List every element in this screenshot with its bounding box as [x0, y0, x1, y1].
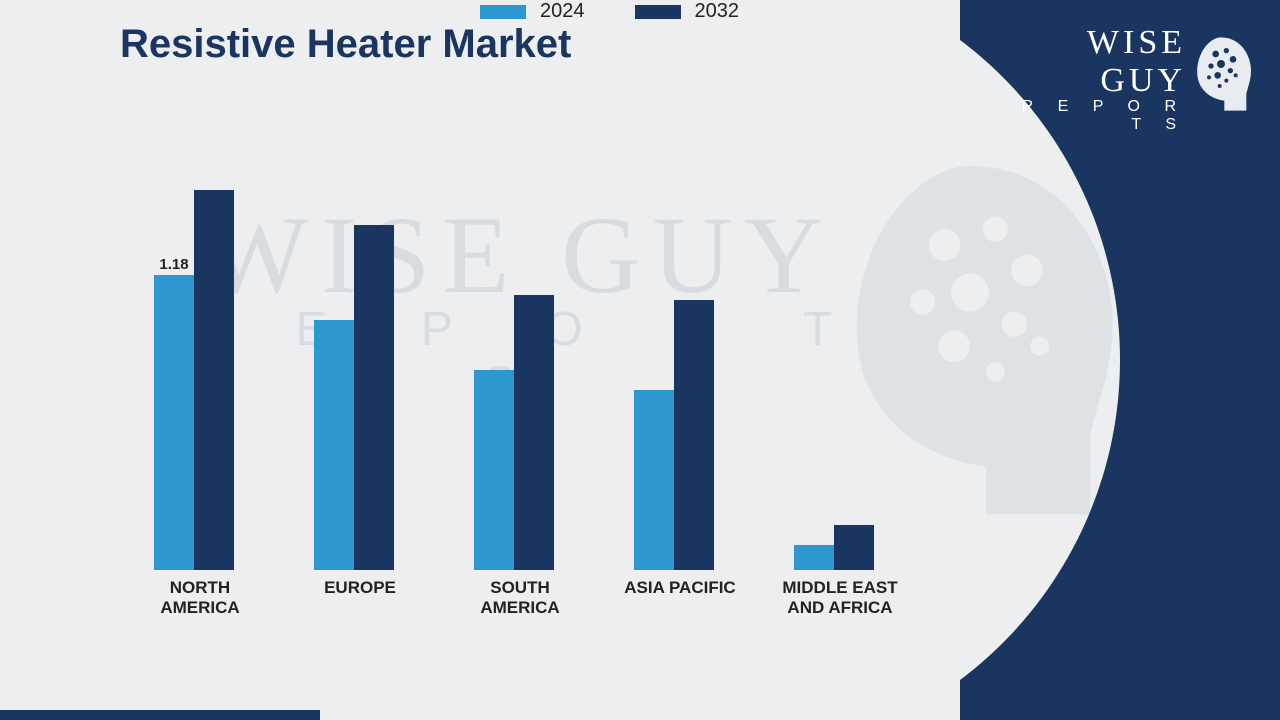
legend-label-2032: 2032 [695, 0, 740, 23]
plot-area: 1.18NORTH AMERICAEUROPESOUTH AMERICAASIA… [140, 170, 960, 570]
chart-canvas: WISE GUY R E P O R T S Resistive Heater … [0, 0, 1280, 720]
bar-chart: Market Size in USD Billion 1.18NORTH AME… [60, 150, 960, 670]
bar-value-label: 1.18 [159, 256, 188, 275]
bar [194, 190, 234, 570]
brand-head-icon [1186, 34, 1256, 114]
bar [634, 390, 674, 570]
brand-logo: WISE GUY R E P O R T S [996, 24, 1256, 134]
bar [514, 295, 554, 570]
category-label: ASIA PACIFIC [615, 570, 745, 598]
category-label: SOUTH AMERICA [455, 570, 585, 617]
bar [834, 525, 874, 570]
bottom-accent-bar [0, 710, 320, 720]
bar [314, 320, 354, 570]
bar [354, 225, 394, 570]
category-label: EUROPE [295, 570, 425, 598]
bar: 1.18 [154, 275, 194, 570]
bar [474, 370, 514, 570]
category-label: MIDDLE EAST AND AFRICA [775, 570, 905, 617]
legend: 2024 2032 [480, 0, 739, 23]
legend-swatch-2032 [635, 5, 681, 19]
category-label: NORTH AMERICA [135, 570, 265, 617]
chart-title: Resistive Heater Market [120, 22, 571, 67]
bar [794, 545, 834, 570]
bar [674, 300, 714, 570]
legend-label-2024: 2024 [540, 0, 585, 23]
legend-item-2032: 2032 [635, 0, 740, 23]
legend-swatch-2024 [480, 5, 526, 19]
legend-item-2024: 2024 [480, 0, 585, 23]
